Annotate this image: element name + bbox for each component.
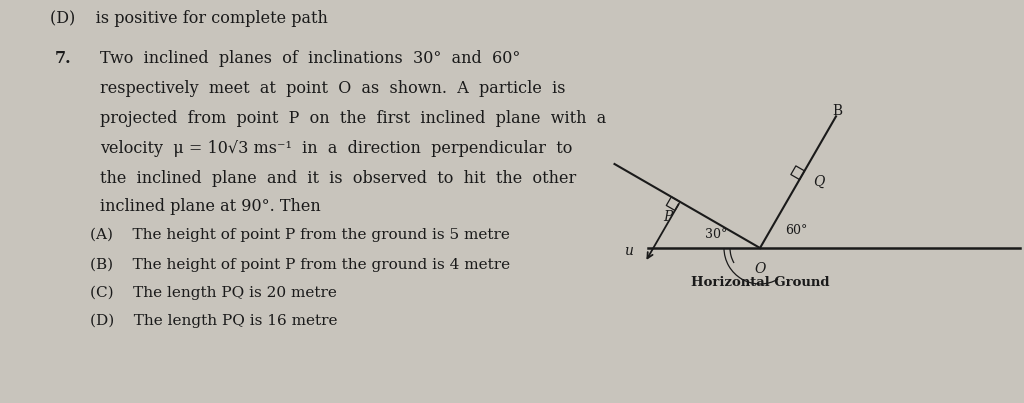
Text: P: P [664,210,673,224]
Text: (C)    The length PQ is 20 metre: (C) The length PQ is 20 metre [90,286,337,300]
Text: B: B [831,104,842,118]
Text: O: O [755,262,766,276]
Text: projected  from  point  P  on  the  first  inclined  plane  with  a: projected from point P on the first incl… [100,110,606,127]
Text: (B)    The height of point P from the ground is 4 metre: (B) The height of point P from the groun… [90,258,510,272]
Text: Q: Q [813,174,825,189]
Text: 60°: 60° [784,224,807,237]
Text: velocity  μ = 10√3 ms⁻¹  in  a  direction  perpendicular  to: velocity μ = 10√3 ms⁻¹ in a direction pe… [100,140,572,157]
Text: Two  inclined  planes  of  inclinations  30°  and  60°: Two inclined planes of inclinations 30° … [100,50,520,67]
Text: (A)    The height of point P from the ground is 5 metre: (A) The height of point P from the groun… [90,228,510,242]
Text: (D)    The length PQ is 16 metre: (D) The length PQ is 16 metre [90,314,338,328]
Text: respectively  meet  at  point  O  as  shown.  A  particle  is: respectively meet at point O as shown. A… [100,80,565,97]
Text: 30°: 30° [705,228,727,241]
Text: 7.: 7. [55,50,72,67]
Text: u: u [625,245,634,258]
Text: inclined plane at 90°. Then: inclined plane at 90°. Then [100,198,321,215]
Text: (D)    is positive for complete path: (D) is positive for complete path [50,10,328,27]
Text: the  inclined  plane  and  it  is  observed  to  hit  the  other: the inclined plane and it is observed to… [100,170,577,187]
Text: Horizontal Ground: Horizontal Ground [691,276,829,289]
